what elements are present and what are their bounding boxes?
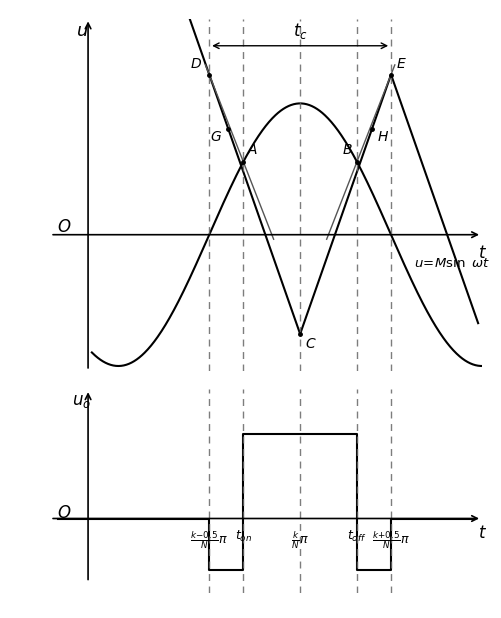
Text: $E$: $E$	[395, 57, 405, 71]
Text: $t$: $t$	[477, 244, 486, 262]
Text: $\frac{k}{N}\pi$: $\frac{k}{N}\pi$	[291, 530, 309, 551]
Text: $C$: $C$	[305, 337, 317, 351]
Text: $t_{on}$: $t_{on}$	[234, 530, 252, 544]
Text: $u_o$: $u_o$	[72, 392, 91, 410]
Text: $G$: $G$	[209, 130, 221, 144]
Text: $D$: $D$	[189, 57, 201, 71]
Text: $u$: $u$	[76, 22, 88, 40]
Text: $O$: $O$	[57, 218, 71, 235]
Text: $\frac{k\!-\!0.5}{N}\pi$: $\frac{k\!-\!0.5}{N}\pi$	[190, 530, 228, 551]
Text: $u\!=\!M\sin\ \omega t$: $u\!=\!M\sin\ \omega t$	[413, 256, 488, 271]
Text: $A$: $A$	[246, 143, 258, 157]
Text: $t_c$: $t_c$	[292, 21, 307, 41]
Text: $\frac{k\!+\!0.5}{N}\pi$: $\frac{k\!+\!0.5}{N}\pi$	[371, 530, 409, 551]
Text: $O$: $O$	[57, 504, 71, 522]
Text: $t$: $t$	[477, 524, 486, 542]
Text: $t_{off}$: $t_{off}$	[347, 530, 366, 544]
Text: $B$: $B$	[341, 143, 352, 157]
Text: $H$: $H$	[376, 130, 388, 144]
